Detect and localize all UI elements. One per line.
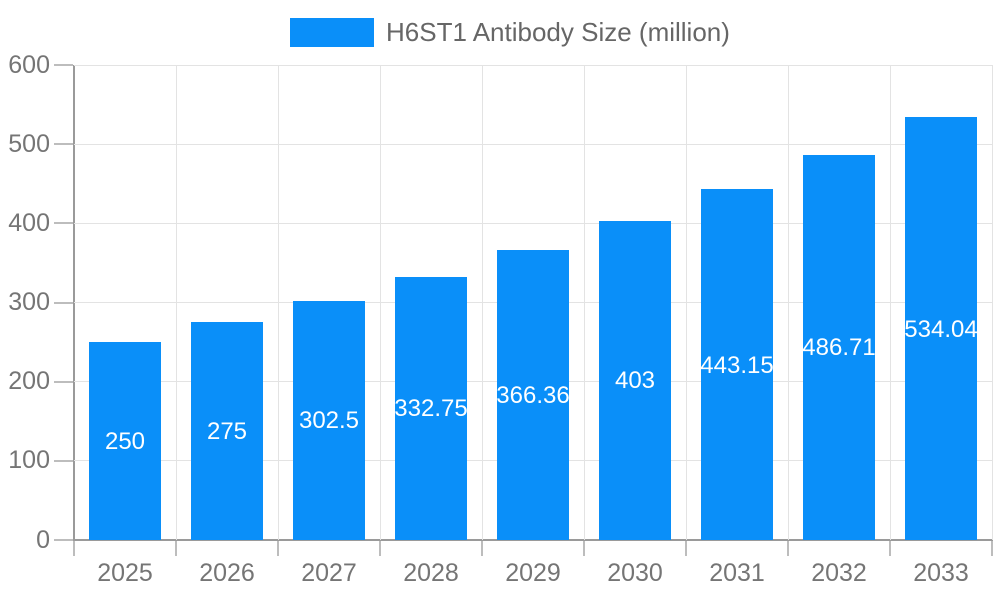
x-gridline xyxy=(685,65,687,540)
y-gridline xyxy=(74,143,992,145)
bar-value-label: 403 xyxy=(614,367,656,395)
x-axis-label: 2026 xyxy=(199,559,255,587)
y-axis-tick xyxy=(54,143,73,146)
bar-value-label: 332.75 xyxy=(394,395,468,423)
y-axis-label: 100 xyxy=(8,446,50,475)
x-gridline xyxy=(583,65,585,540)
y-axis-label: 600 xyxy=(8,50,50,79)
bar[interactable] xyxy=(395,276,467,540)
x-axis-tick xyxy=(379,541,381,556)
bar-value-label: 486.71 xyxy=(802,334,876,362)
x-gridline xyxy=(481,65,483,540)
x-axis-tick xyxy=(685,541,687,556)
y-gridline xyxy=(74,64,992,66)
x-axis-tick xyxy=(583,541,585,556)
bar[interactable] xyxy=(905,117,977,540)
x-axis-tick xyxy=(889,541,891,556)
x-axis-label: 2027 xyxy=(301,559,357,587)
x-axis-label: 2033 xyxy=(913,559,969,587)
x-gridline xyxy=(889,65,891,540)
y-axis-line xyxy=(73,65,75,555)
x-axis-tick xyxy=(991,541,993,556)
y-axis-tick xyxy=(54,539,73,541)
x-axis-tick xyxy=(73,541,75,556)
y-axis-label: 200 xyxy=(8,367,50,396)
bar[interactable] xyxy=(191,322,263,540)
bar[interactable] xyxy=(89,342,161,540)
x-gridline xyxy=(787,65,789,540)
bar[interactable] xyxy=(701,189,773,540)
x-axis-label: 2028 xyxy=(403,559,459,587)
y-gridline xyxy=(74,222,992,224)
x-gridline xyxy=(379,65,381,540)
y-axis-tick xyxy=(54,222,73,225)
x-axis-label: 2025 xyxy=(97,559,153,587)
bar[interactable] xyxy=(599,220,671,540)
y-axis-tick xyxy=(54,301,73,304)
x-gridline xyxy=(175,65,177,540)
x-gridline xyxy=(991,65,993,540)
x-axis-line xyxy=(73,539,993,541)
y-axis-label: 400 xyxy=(8,208,50,237)
x-axis-tick xyxy=(787,541,789,556)
bar-value-label: 534.04 xyxy=(904,315,978,343)
bar-value-label: 250 xyxy=(104,428,146,456)
x-axis-label: 2029 xyxy=(505,559,561,587)
legend-swatch-icon xyxy=(290,18,374,47)
x-axis-label: 2032 xyxy=(811,559,867,587)
legend-label: H6ST1 Antibody Size (million) xyxy=(386,17,730,47)
bar[interactable] xyxy=(497,249,569,540)
chart-legend[interactable]: H6ST1 Antibody Size (million) xyxy=(290,17,730,48)
x-gridline xyxy=(277,65,279,540)
x-axis-tick xyxy=(277,541,279,556)
bar[interactable] xyxy=(803,154,875,540)
bar-value-label: 275 xyxy=(206,418,248,446)
bar-value-label: 302.5 xyxy=(298,407,360,435)
y-axis-tick xyxy=(54,459,73,462)
bar[interactable] xyxy=(293,300,365,540)
plot-area: 0 100 200 300 400 500 600 250 2025 275 2026 302.5 20… xyxy=(8,52,993,587)
bar-value-label: 443.15 xyxy=(700,351,774,379)
y-axis-label: 300 xyxy=(8,288,50,316)
y-axis-tick xyxy=(54,64,73,66)
y-axis-label: 500 xyxy=(8,129,50,158)
x-axis-tick xyxy=(481,541,483,556)
x-axis-label: 2030 xyxy=(607,559,663,587)
bar-value-label: 366.36 xyxy=(496,381,570,409)
y-axis-label: 0 xyxy=(36,525,50,554)
y-axis-tick xyxy=(54,380,73,383)
x-axis-tick xyxy=(175,541,177,556)
x-axis-label: 2031 xyxy=(709,559,765,587)
